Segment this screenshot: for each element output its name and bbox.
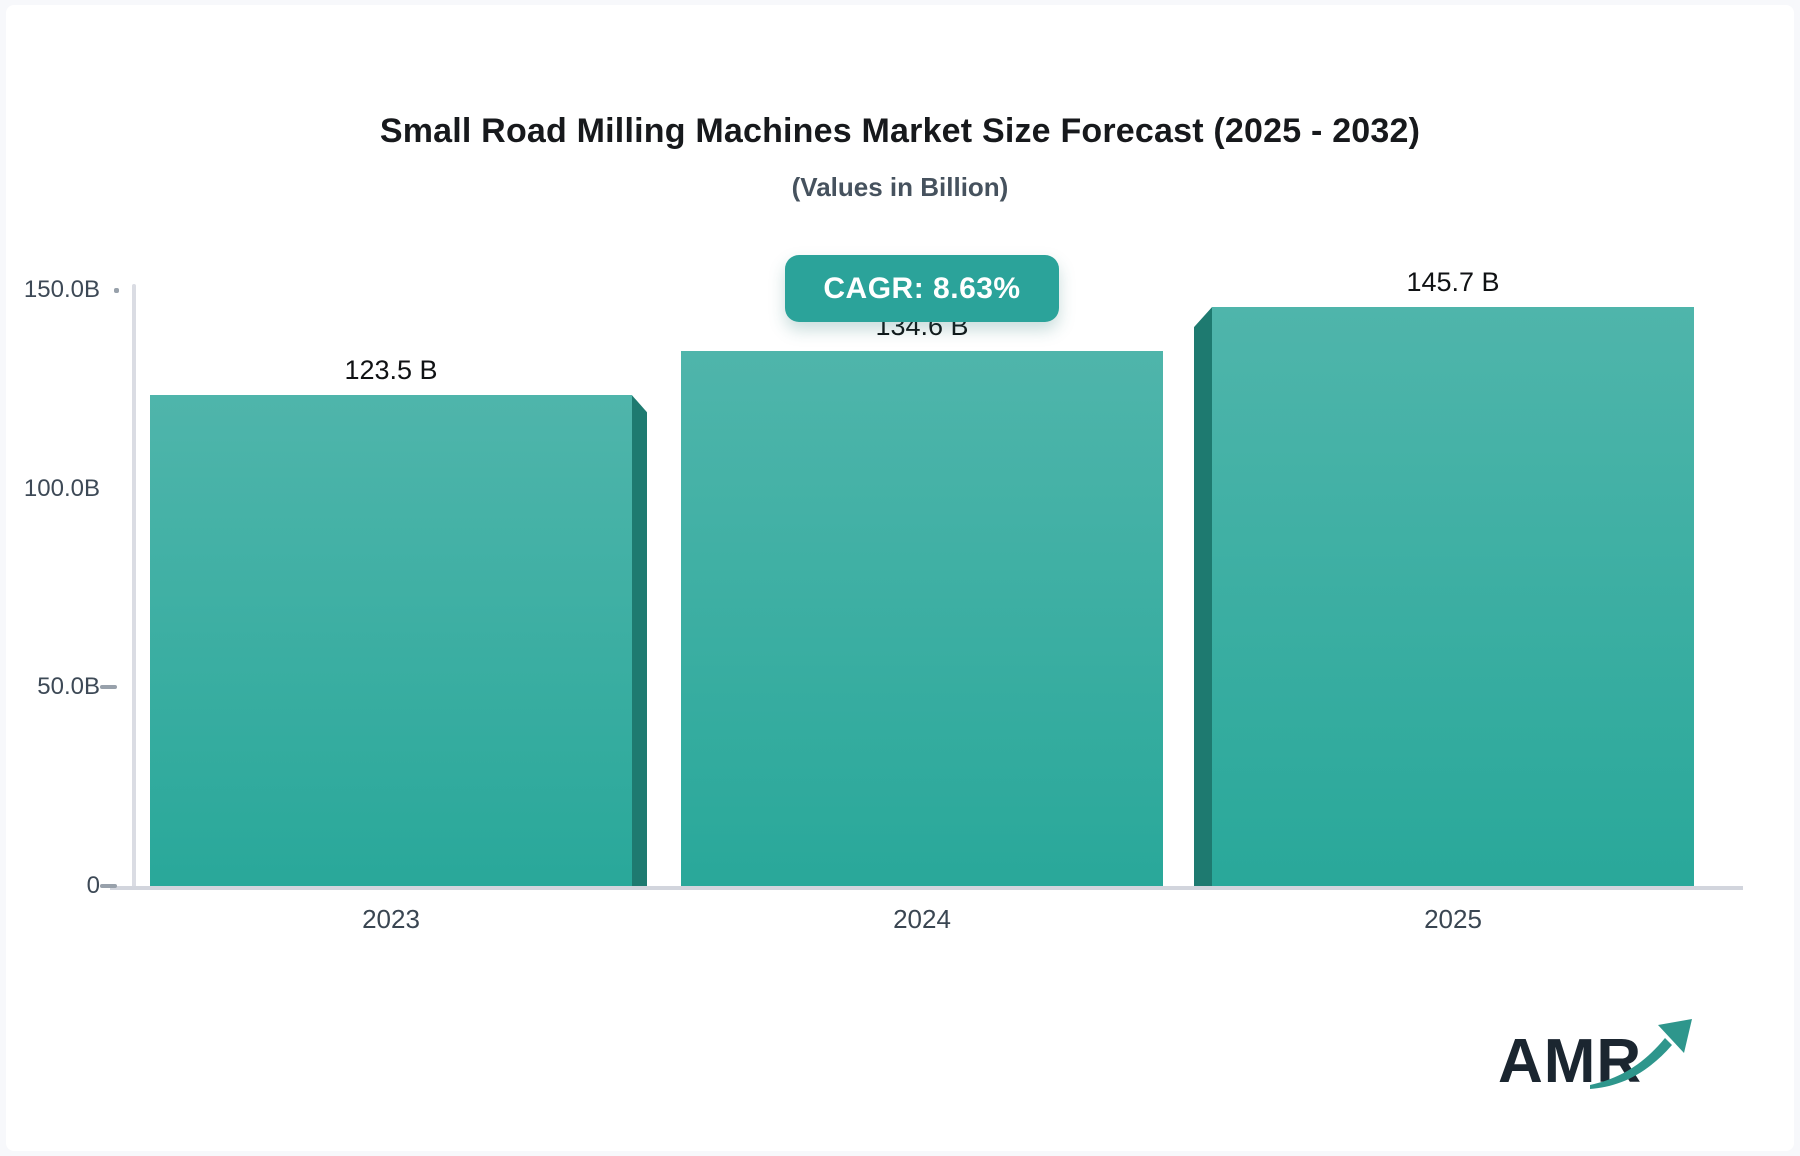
bar-value-label-2023: 123.5 B <box>344 355 438 386</box>
growth-arrow-icon <box>1590 1019 1692 1089</box>
amr-logo: AMR <box>1498 1011 1708 1101</box>
bar-2023-side <box>632 395 647 886</box>
y-tick-label: 0 <box>86 872 100 899</box>
x-tick-label-2024: 2024 <box>893 904 951 934</box>
page-title: Small Road Milling Machines Market Size … <box>379 112 1421 150</box>
y-tick-label: 100.0B <box>23 474 100 502</box>
x-axis-baseline <box>110 886 1743 890</box>
page-subtitle: (Values in Billion) <box>791 172 1009 202</box>
y-axis-line <box>132 284 136 890</box>
x-tick-label-2023: 2023 <box>362 904 420 934</box>
bar-2024 <box>681 351 1163 886</box>
y-tick-dash <box>100 884 117 888</box>
y-tick-label: 150.0B <box>23 276 100 303</box>
y-tick-dot <box>114 288 119 293</box>
x-tick-label-2025: 2025 <box>1424 904 1482 934</box>
cagr-badge: CAGR: 8.63% <box>785 255 1059 322</box>
bar-value-label-2025: 145.7 B <box>1406 267 1500 298</box>
y-tick-dash <box>100 685 117 690</box>
y-tick-label: 50.0B <box>37 673 100 701</box>
bar-2025-side <box>1194 307 1212 886</box>
bar-2023 <box>150 395 632 886</box>
bar-2025 <box>1212 307 1694 886</box>
